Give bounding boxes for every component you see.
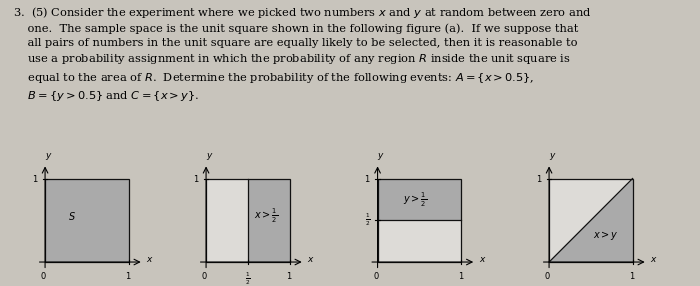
Text: $y$: $y$ — [206, 151, 214, 162]
Text: $1$: $1$ — [193, 173, 199, 184]
Text: $\frac{1}{2}$: $\frac{1}{2}$ — [365, 212, 371, 229]
Text: $1$: $1$ — [458, 270, 464, 281]
Polygon shape — [549, 178, 633, 262]
Polygon shape — [377, 220, 461, 262]
Text: $S$: $S$ — [68, 210, 76, 222]
Text: $1$: $1$ — [32, 173, 38, 184]
Text: $1$: $1$ — [125, 270, 132, 281]
Text: $\frac{1}{2}$: $\frac{1}{2}$ — [245, 270, 251, 286]
Text: $1$: $1$ — [536, 173, 542, 184]
Text: $y$: $y$ — [377, 151, 385, 162]
Text: $1$: $1$ — [286, 270, 293, 281]
Text: 3.  (5) Consider the experiment where we picked two numbers $x$ and $y$ at rando: 3. (5) Consider the experiment where we … — [13, 5, 591, 103]
Text: $0$: $0$ — [40, 270, 47, 281]
Polygon shape — [377, 178, 461, 220]
Text: $1$: $1$ — [629, 270, 636, 281]
Text: $y$: $y$ — [45, 151, 52, 162]
Text: $x$: $x$ — [307, 255, 315, 264]
Text: $x$: $x$ — [650, 255, 658, 264]
Text: $x>y$: $x>y$ — [593, 229, 619, 242]
Text: $1$: $1$ — [365, 173, 371, 184]
Polygon shape — [549, 178, 633, 262]
Polygon shape — [206, 178, 248, 262]
Text: $y>\frac{1}{2}$: $y>\frac{1}{2}$ — [403, 190, 427, 208]
Text: $x>\frac{1}{2}$: $x>\frac{1}{2}$ — [254, 207, 279, 225]
Text: $0$: $0$ — [201, 270, 208, 281]
Polygon shape — [45, 178, 129, 262]
Text: $0$: $0$ — [544, 270, 551, 281]
Text: $x$: $x$ — [479, 255, 486, 264]
Text: $0$: $0$ — [372, 270, 379, 281]
Polygon shape — [248, 178, 290, 262]
Text: $x$: $x$ — [146, 255, 154, 264]
Text: $y$: $y$ — [549, 151, 557, 162]
